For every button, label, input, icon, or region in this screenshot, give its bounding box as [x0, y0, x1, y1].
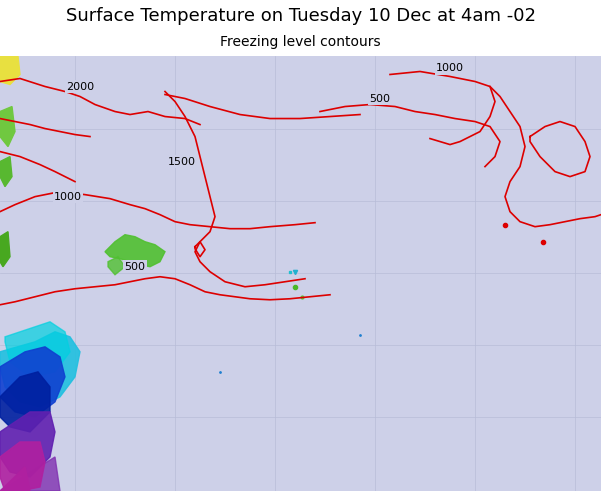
Text: 500: 500: [124, 262, 145, 272]
Text: 1500: 1500: [168, 157, 196, 166]
Polygon shape: [0, 107, 15, 147]
Text: 500: 500: [370, 93, 391, 104]
Polygon shape: [0, 56, 20, 84]
Polygon shape: [0, 332, 80, 407]
Text: Freezing level contours: Freezing level contours: [220, 35, 381, 50]
Polygon shape: [530, 122, 590, 177]
Polygon shape: [0, 347, 65, 417]
Polygon shape: [0, 412, 55, 477]
Polygon shape: [108, 257, 125, 275]
Text: Surface Temperature on Tuesday 10 Dec at 4am -02: Surface Temperature on Tuesday 10 Dec at…: [66, 7, 535, 25]
Polygon shape: [0, 442, 45, 491]
Polygon shape: [0, 372, 50, 432]
Polygon shape: [105, 235, 165, 267]
Polygon shape: [5, 322, 70, 377]
Polygon shape: [0, 157, 12, 187]
Polygon shape: [0, 232, 10, 267]
Text: 2000: 2000: [66, 82, 94, 91]
Polygon shape: [0, 457, 60, 491]
Polygon shape: [0, 467, 30, 491]
Text: 1000: 1000: [54, 191, 82, 202]
Text: 1000: 1000: [436, 63, 464, 74]
